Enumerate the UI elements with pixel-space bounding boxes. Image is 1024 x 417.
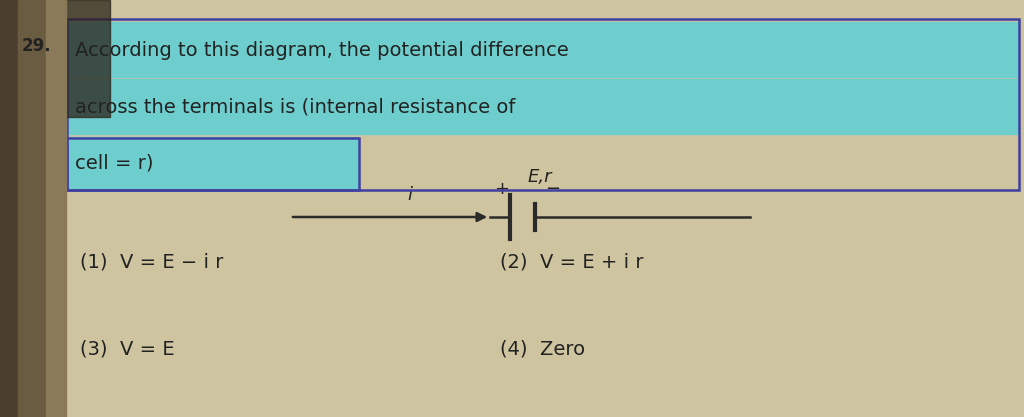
Text: across the terminals is (internal resistance of: across the terminals is (internal resist…: [75, 98, 515, 116]
Bar: [68, 22, 1018, 77]
Text: According to this diagram, the potential difference: According to this diagram, the potential…: [75, 40, 568, 60]
Bar: [46, 0, 66, 417]
Text: +: +: [495, 180, 510, 198]
Bar: [18, 0, 46, 417]
Text: (4)  Zero: (4) Zero: [500, 339, 585, 359]
Bar: [68, 137, 358, 189]
Bar: [68, 79, 1018, 134]
Bar: [0, 0, 110, 117]
Text: cell = r): cell = r): [75, 153, 154, 173]
Text: i: i: [408, 186, 413, 204]
Text: E,r: E,r: [527, 168, 552, 186]
Text: (3)  V = E: (3) V = E: [80, 339, 175, 359]
Text: 29.: 29.: [22, 37, 51, 55]
Text: −: −: [546, 180, 560, 198]
Text: (2)  V = E + i r: (2) V = E + i r: [500, 253, 643, 271]
Text: (1)  V = E − i r: (1) V = E − i r: [80, 253, 223, 271]
Bar: [0, 0, 18, 417]
